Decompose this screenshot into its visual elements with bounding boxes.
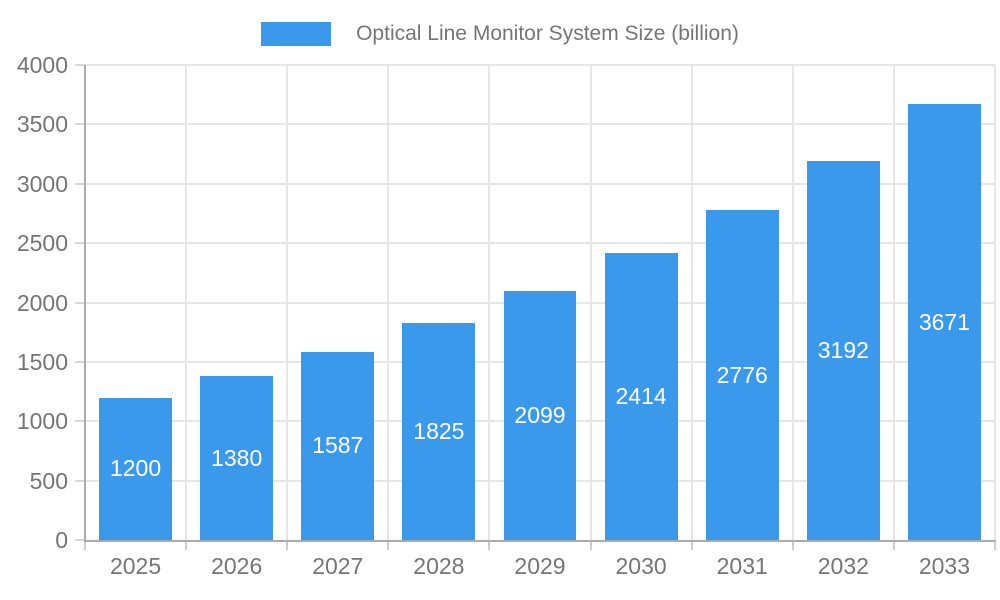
y-axis-label: 2000: [16, 289, 68, 316]
x-gridline: [994, 65, 996, 540]
y-gridline: [85, 123, 995, 126]
y-axis-label: 2500: [16, 230, 68, 257]
y-axis-label: 3500: [16, 111, 68, 138]
y-axis-label: 3000: [16, 170, 68, 197]
x-axis-label: 2025: [109, 553, 162, 579]
bar: 1825: [402, 323, 476, 540]
bar: 1380: [200, 376, 274, 540]
y-axis-line: [84, 65, 86, 540]
y-axis-tick: [75, 182, 85, 185]
x-axis-label: 2030: [615, 553, 667, 579]
bar-value-label: 2099: [514, 401, 566, 428]
x-axis-tick: [286, 540, 289, 550]
x-axis-tick: [185, 540, 188, 550]
legend-swatch-icon: [261, 22, 332, 46]
x-axis-label: 2033: [918, 553, 971, 579]
x-gridline: [791, 65, 794, 540]
x-gridline: [690, 65, 693, 540]
bar-value-label: 1825: [413, 418, 465, 445]
y-axis-tick: [75, 123, 85, 126]
bar-value-label: 1587: [312, 432, 364, 459]
x-axis-label: 2029: [514, 553, 566, 579]
y-gridline: [85, 64, 995, 66]
x-axis-label: 2028: [413, 553, 465, 579]
x-axis-tick: [84, 540, 86, 550]
x-axis-tick: [892, 540, 895, 550]
bar: 2414: [604, 253, 678, 540]
x-axis-tick: [488, 540, 491, 550]
y-axis-label: 1000: [16, 408, 68, 435]
y-axis-label: 1500: [16, 348, 68, 375]
bar: 3671: [908, 104, 981, 540]
x-axis-tick: [690, 540, 693, 550]
x-axis-line: [84, 540, 996, 542]
y-axis-tick: [75, 420, 85, 423]
legend-item[interactable]: Optical Line Monitor System Size (billio…: [0, 21, 1000, 47]
bar: 2776: [705, 210, 779, 540]
bar-value-label: 2776: [716, 361, 768, 388]
x-gridline: [488, 65, 491, 540]
bar-value-label: 3192: [817, 336, 869, 363]
bar-value-label: 3671: [918, 308, 971, 335]
x-gridline: [892, 65, 895, 540]
y-gridline: [85, 182, 995, 185]
bar: 1587: [301, 351, 375, 540]
bar: 3192: [806, 160, 880, 540]
x-axis-label: 2031: [716, 553, 768, 579]
x-axis-tick: [589, 540, 592, 550]
y-axis-tick: [75, 64, 85, 66]
x-axis-tick: [387, 540, 390, 550]
bar-value-label: 2414: [615, 383, 667, 410]
x-gridline: [185, 65, 188, 540]
x-gridline: [286, 65, 289, 540]
x-axis-tick: [791, 540, 794, 550]
bar-value-label: 1380: [211, 444, 263, 471]
y-axis-tick: [75, 242, 85, 245]
x-gridline: [387, 65, 390, 540]
bar: 1200: [99, 397, 172, 540]
x-axis-label: 2027: [312, 553, 364, 579]
x-axis-label: 2026: [211, 553, 263, 579]
y-axis-tick: [75, 360, 85, 363]
x-gridline: [589, 65, 592, 540]
legend-label: Optical Line Monitor System Size (billio…: [356, 22, 739, 45]
bar-value-label: 1200: [109, 455, 162, 482]
y-axis-label: 500: [29, 467, 68, 494]
y-axis-tick: [75, 301, 85, 304]
x-axis-tick: [994, 540, 996, 550]
y-axis-tick: [75, 539, 85, 541]
y-axis-label: 0: [55, 527, 68, 553]
y-axis-label: 4000: [16, 52, 68, 78]
y-gridline: [85, 242, 995, 245]
y-axis-tick: [75, 479, 85, 482]
x-axis-label: 2032: [817, 553, 869, 579]
bar: 2099: [503, 290, 577, 540]
